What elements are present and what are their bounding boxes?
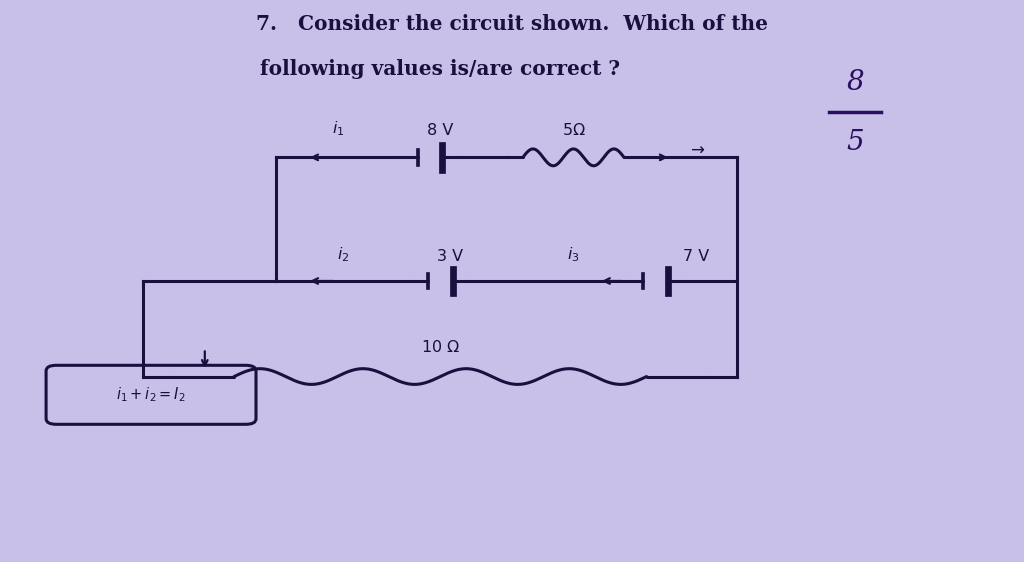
Text: 8 V: 8 V (427, 123, 454, 138)
Text: $\rightarrow$: $\rightarrow$ (687, 140, 706, 158)
Text: 7 V: 7 V (683, 249, 710, 264)
Text: 5: 5 (846, 129, 864, 156)
Text: $i_3$: $i_3$ (567, 246, 580, 264)
Text: 10 $\Omega$: 10 $\Omega$ (421, 339, 460, 355)
Text: 5$\Omega$: 5$\Omega$ (561, 122, 586, 138)
Text: 7.   Consider the circuit shown.  Which of the: 7. Consider the circuit shown. Which of … (256, 14, 768, 34)
Text: $i_2$: $i_2$ (337, 246, 349, 264)
Text: $i_1 + i_2 = I_2$: $i_1 + i_2 = I_2$ (116, 386, 186, 404)
Text: 3 V: 3 V (437, 249, 464, 264)
Text: 8: 8 (846, 69, 864, 96)
Text: $i_1$: $i_1$ (332, 119, 344, 138)
Text: following values is/are correct ?: following values is/are correct ? (260, 59, 621, 79)
